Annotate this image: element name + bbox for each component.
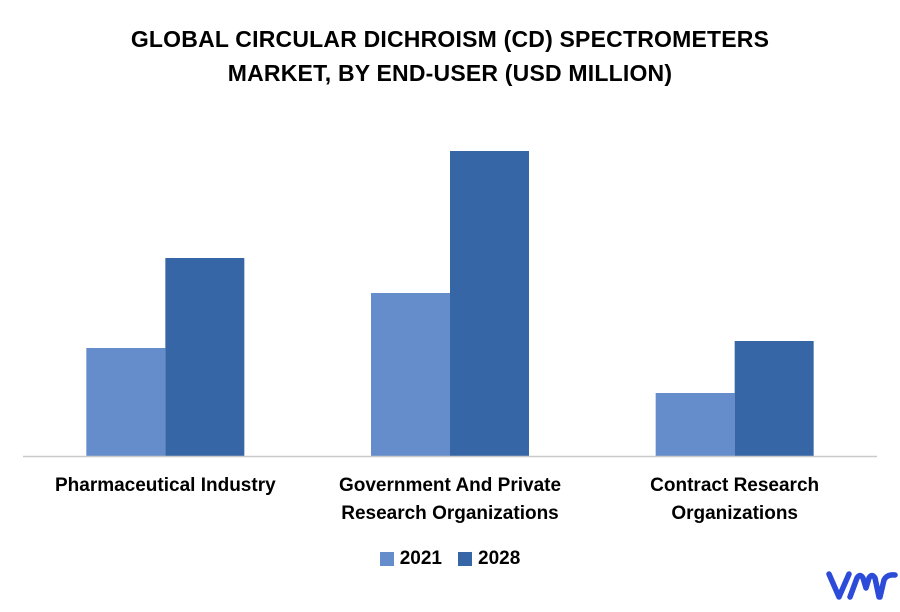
- category-label-1: Government And Private Research Organizat…: [310, 472, 590, 528]
- legend-label-2021: 2021: [399, 548, 442, 569]
- category-label-1-line-1: Research Organizations: [341, 503, 559, 524]
- category-label-0: Pharmaceutical Industry: [25, 472, 305, 500]
- bar-2021-cat-1: [371, 293, 450, 456]
- category-label-2: Contract Research Organizations: [595, 472, 875, 528]
- legend-item-2021: 2021: [379, 548, 442, 570]
- chart-title-line-2: MARKET, BY END-USER (USD MILLION): [227, 60, 673, 86]
- category-label-1-line-0: Government And Private: [338, 475, 562, 496]
- chart-title-line-1: GLOBAL CIRCULAR DICHROISM (CD) SPECTROME…: [130, 26, 770, 52]
- vmr-logo-icon: [826, 571, 898, 600]
- legend-swatch-2028: [458, 552, 472, 566]
- legend-label-2028: 2028: [478, 548, 521, 569]
- category-label-0-line-0: Pharmaceutical Industry: [54, 475, 276, 496]
- bar-2021-cat-2: [655, 393, 735, 456]
- legend-item-2028: 2028: [458, 548, 520, 570]
- legend: 2021 2028: [0, 548, 900, 570]
- bar-2028-cat-0: [165, 258, 245, 456]
- bar-2021-cat-0: [86, 348, 166, 456]
- bar-2028-cat-1: [450, 151, 529, 456]
- chart-title: GLOBAL CIRCULAR DICHROISM (CD) SPECTROME…: [0, 22, 900, 90]
- category-label-2-line-1: Organizations: [671, 503, 798, 524]
- category-label-2-line-0: Contract Research: [650, 475, 820, 496]
- legend-swatch-2021: [379, 552, 394, 566]
- bar-2028-cat-2: [734, 341, 814, 456]
